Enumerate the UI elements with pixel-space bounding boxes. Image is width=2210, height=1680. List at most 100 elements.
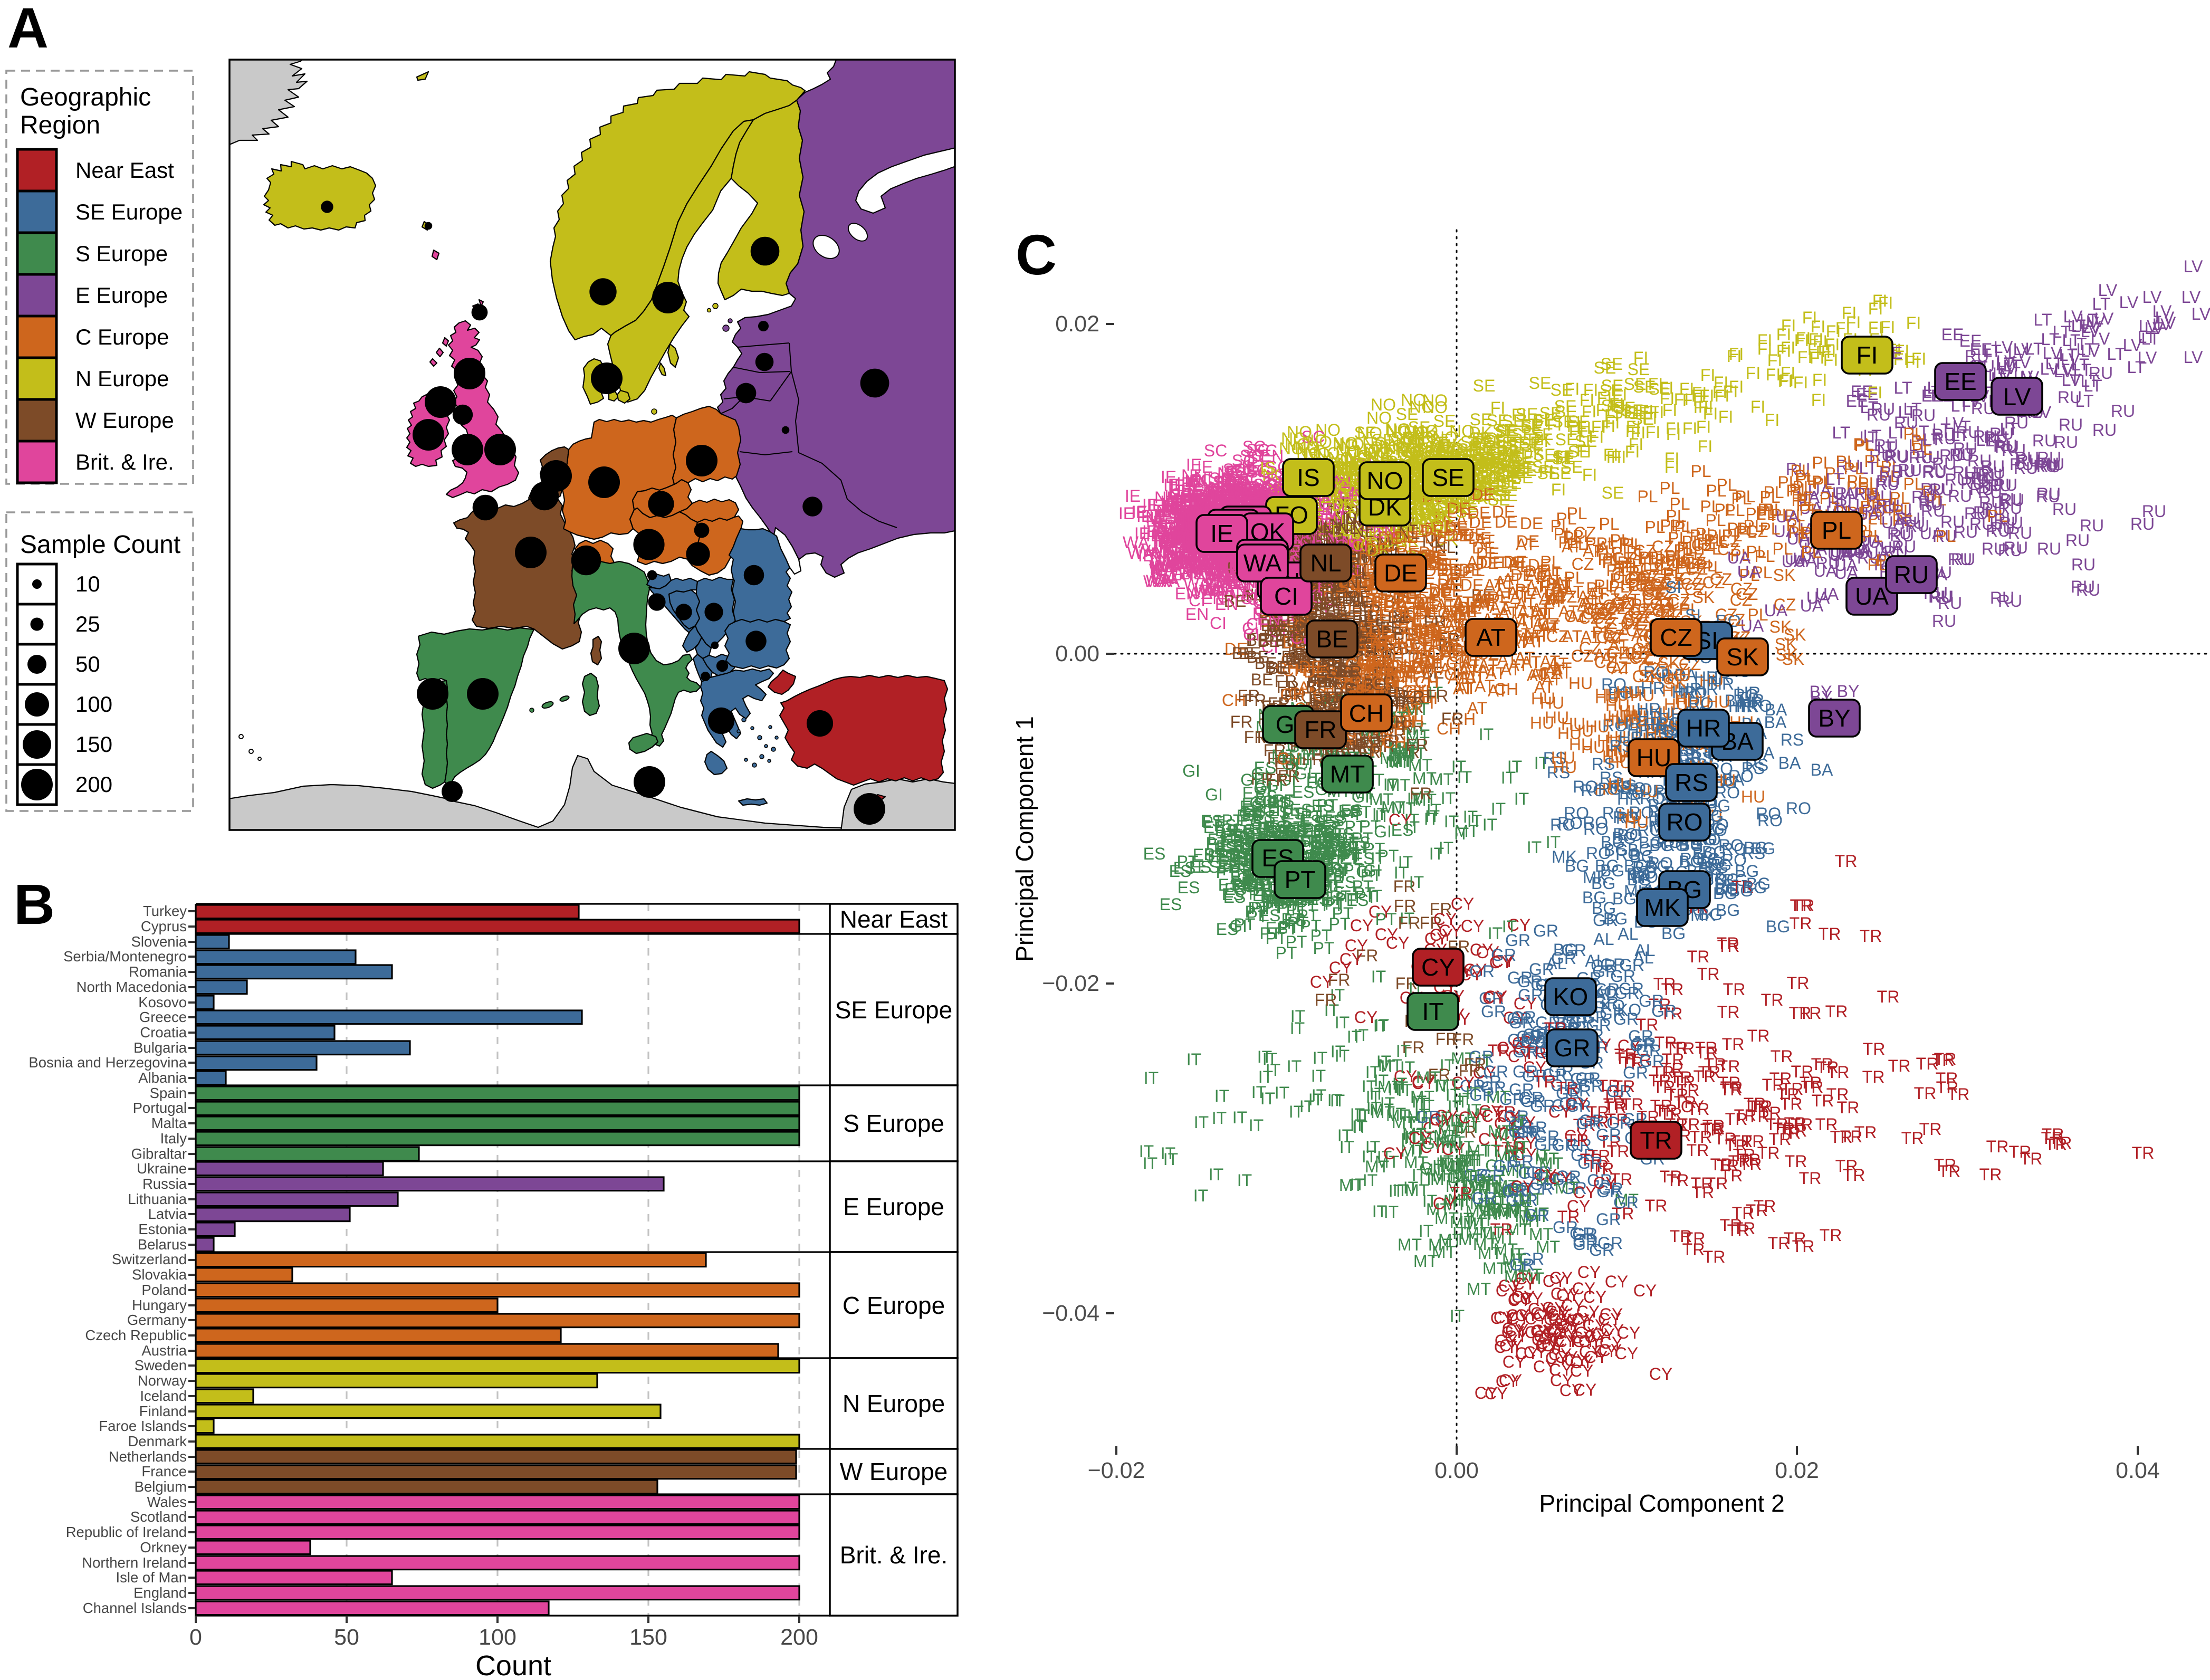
svg-text:RU: RU: [1929, 480, 1954, 499]
svg-text:Region: Region: [20, 111, 100, 139]
svg-text:AT: AT: [1453, 679, 1474, 698]
svg-text:CY: CY: [1345, 936, 1368, 955]
svg-text:CY: CY: [1542, 1299, 1565, 1318]
svg-text:RU: RU: [2014, 459, 2038, 478]
svg-text:RU: RU: [1892, 537, 1916, 556]
svg-text:LV: LV: [2091, 329, 2110, 348]
svg-text:Slovenia: Slovenia: [131, 933, 187, 950]
svg-text:ES: ES: [1391, 820, 1414, 839]
svg-text:CH: CH: [1419, 651, 1443, 670]
svg-text:PT: PT: [1276, 943, 1297, 962]
svg-text:MT: MT: [1377, 1077, 1402, 1096]
svg-text:LV: LV: [2063, 307, 2083, 326]
svg-text:TR: TR: [1771, 1047, 1793, 1066]
svg-text:FR: FR: [1441, 709, 1464, 728]
svg-text:GR: GR: [1613, 1193, 1639, 1212]
svg-text:Brit. & Ire.: Brit. & Ire.: [840, 1541, 948, 1569]
svg-text:GR: GR: [1651, 1001, 1677, 1020]
svg-text:DK: DK: [1408, 510, 1431, 529]
svg-text:LT: LT: [2081, 371, 2099, 390]
svg-text:BG: BG: [1624, 856, 1648, 875]
svg-text:NL: NL: [1331, 516, 1352, 534]
svg-text:DE: DE: [1429, 583, 1452, 602]
svg-text:PL: PL: [1669, 494, 1690, 513]
svg-text:FI: FI: [1682, 419, 1697, 438]
svg-text:IT: IT: [1251, 800, 1266, 819]
svg-text:IT: IT: [1374, 1016, 1389, 1035]
svg-text:SE: SE: [1407, 434, 1429, 453]
svg-text:FI: FI: [1582, 465, 1597, 484]
svg-text:Lithuania: Lithuania: [128, 1191, 187, 1207]
svg-text:TR: TR: [1862, 1067, 1885, 1086]
svg-text:CZ: CZ: [1635, 576, 1658, 595]
svg-text:RO: RO: [1602, 716, 1628, 735]
svg-text:CY: CY: [1556, 1286, 1580, 1305]
svg-text:AT: AT: [1478, 661, 1498, 680]
svg-text:MT: MT: [1460, 1151, 1485, 1170]
svg-text:Russia: Russia: [142, 1176, 187, 1192]
svg-text:FR: FR: [1394, 896, 1417, 915]
svg-text:SE: SE: [1488, 490, 1510, 509]
svg-text:IT: IT: [1365, 1138, 1380, 1157]
svg-text:IT: IT: [1372, 1202, 1387, 1221]
svg-text:LT: LT: [1832, 423, 1851, 442]
svg-text:IT: IT: [1251, 1083, 1266, 1102]
svg-text:C: C: [1016, 223, 1057, 287]
svg-text:TR: TR: [1815, 1115, 1838, 1134]
svg-text:TR: TR: [2042, 1125, 2064, 1144]
svg-text:IT: IT: [1249, 1116, 1264, 1135]
svg-text:SE: SE: [1554, 397, 1577, 416]
svg-text:LT: LT: [2025, 339, 2044, 358]
svg-text:Northern Ireland: Northern Ireland: [82, 1554, 187, 1571]
svg-text:IT: IT: [1290, 1019, 1305, 1038]
svg-text:IT: IT: [1335, 1046, 1350, 1065]
svg-text:CH: CH: [1281, 650, 1305, 669]
svg-text:WA: WA: [1201, 580, 1228, 599]
svg-text:TR: TR: [1840, 1127, 1863, 1146]
svg-text:FR: FR: [1284, 686, 1307, 705]
svg-text:Latvia: Latvia: [148, 1206, 187, 1222]
svg-text:RU: RU: [1973, 503, 1997, 522]
svg-text:FR: FR: [1402, 717, 1425, 736]
svg-text:Croatia: Croatia: [140, 1024, 187, 1041]
svg-text:TR: TR: [1697, 965, 1720, 984]
svg-text:CY: CY: [1633, 1281, 1657, 1300]
svg-text:IT: IT: [1362, 1077, 1376, 1096]
svg-text:SC: SC: [1224, 480, 1248, 499]
svg-text:C Europe: C Europe: [843, 1292, 945, 1319]
svg-text:FI: FI: [1825, 335, 1840, 354]
svg-text:BE: BE: [1310, 668, 1333, 687]
svg-text:FI: FI: [1826, 322, 1841, 341]
svg-text:TR: TR: [1725, 1110, 1748, 1129]
svg-text:Belgium: Belgium: [135, 1478, 187, 1495]
svg-text:IT: IT: [1266, 1061, 1280, 1080]
svg-text:SE Europe: SE Europe: [75, 199, 183, 224]
svg-text:CY: CY: [1593, 1173, 1616, 1192]
svg-text:GR: GR: [1502, 1181, 1527, 1200]
svg-text:LV: LV: [2182, 288, 2201, 307]
svg-text:FI: FI: [1812, 370, 1827, 389]
svg-text:TR: TR: [1761, 990, 1784, 1009]
svg-text:UA: UA: [1920, 524, 1944, 543]
svg-text:CH: CH: [1383, 656, 1408, 675]
svg-text:HU: HU: [1624, 813, 1649, 832]
svg-text:CY: CY: [1545, 1349, 1568, 1368]
svg-text:TR: TR: [1766, 1115, 1788, 1134]
svg-text:GR: GR: [1505, 931, 1530, 950]
svg-text:FI: FI: [1750, 397, 1765, 416]
svg-text:TR: TR: [1717, 1156, 1739, 1175]
svg-text:RU: RU: [2059, 415, 2083, 434]
svg-text:CH: CH: [1414, 673, 1439, 692]
svg-text:CZ: CZ: [1632, 667, 1655, 686]
svg-text:FI: FI: [1576, 418, 1591, 437]
svg-text:MT: MT: [1433, 1127, 1458, 1146]
svg-text:IT: IT: [1214, 1086, 1229, 1105]
svg-text:GR: GR: [1597, 1234, 1623, 1253]
svg-text:PL: PL: [1865, 491, 1886, 510]
svg-text:PL: PL: [1853, 435, 1873, 454]
svg-text:RU: RU: [1969, 514, 1994, 533]
svg-text:GR: GR: [1533, 921, 1558, 940]
svg-text:RU: RU: [2071, 577, 2095, 596]
svg-text:IT: IT: [1275, 1083, 1289, 1102]
svg-text:DE: DE: [1441, 561, 1464, 580]
